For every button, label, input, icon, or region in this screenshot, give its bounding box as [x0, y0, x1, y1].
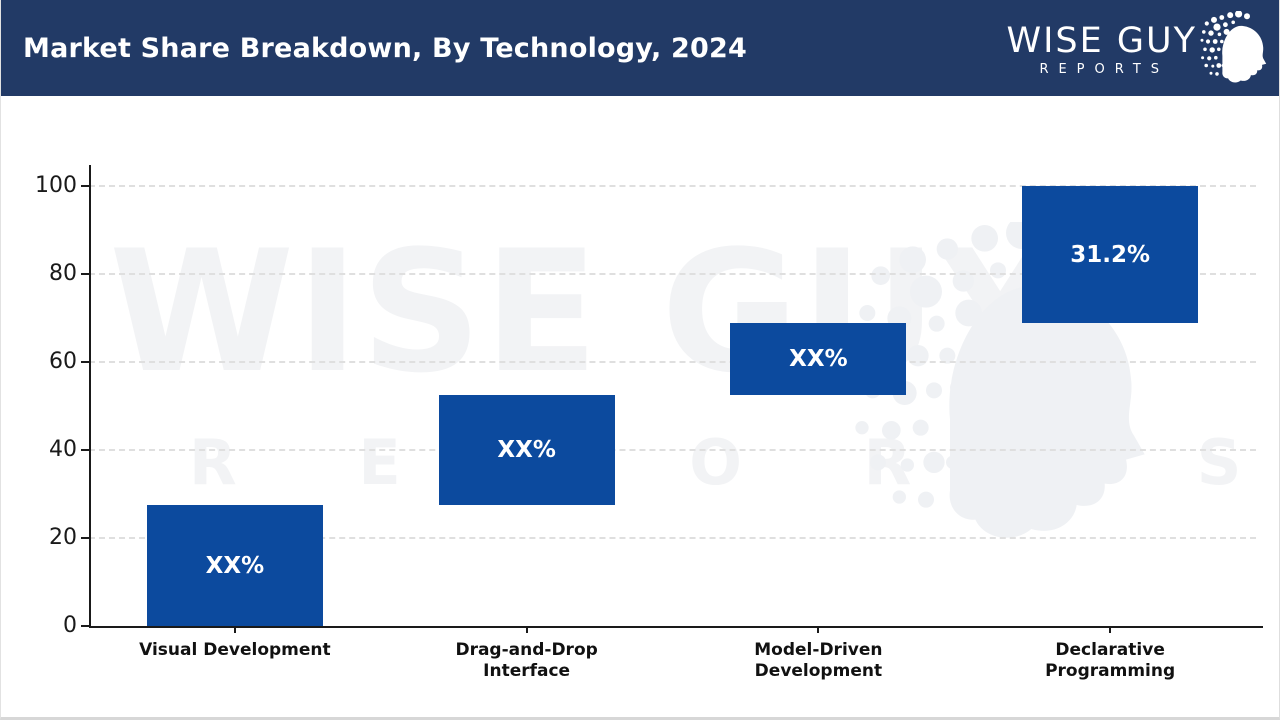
x-axis-line: [89, 626, 1263, 628]
y-tick-mark: [81, 185, 89, 187]
x-tick-mark: [233, 626, 236, 633]
x-category-label-line: Model-Driven: [754, 640, 883, 660]
x-tick-mark: [1109, 626, 1112, 633]
x-category-label: Drag-and-Drop Interface: [381, 640, 673, 682]
chart-title: Market Share Breakdown, By Technology, 2…: [23, 32, 748, 64]
y-tick-label: 0: [63, 613, 77, 638]
y-tick-mark: [81, 449, 89, 451]
x-tick-mark: [525, 626, 528, 633]
y-tick-label: 100: [35, 173, 77, 198]
bar-value-label: 31.2%: [1070, 241, 1151, 268]
bar-segment: XX%: [146, 505, 323, 626]
gridline-100: [89, 185, 1256, 187]
bar-value-label: XX%: [497, 437, 556, 463]
x-category-label-line: Programming: [1045, 661, 1176, 681]
y-tick-mark: [81, 625, 89, 627]
x-category-label: Visual Development: [89, 640, 381, 661]
bar-segment: 31.2%: [1022, 186, 1199, 324]
bar-value-label: XX%: [789, 346, 848, 373]
y-tick-label: 60: [49, 349, 77, 374]
y-tick-mark: [81, 361, 89, 363]
y-tick-label: 20: [49, 525, 77, 550]
x-category-label-line: Development: [754, 661, 883, 681]
x-category-label-line: Drag-and-Drop: [455, 640, 598, 660]
gridline-20: [89, 537, 1256, 539]
x-category-label: Model-Driven Development: [673, 640, 965, 682]
x-category-label-line: Declarative: [1055, 640, 1165, 660]
bar-segment: XX%: [438, 395, 615, 505]
y-axis-line: [89, 165, 91, 628]
y-tick-label: 40: [49, 437, 77, 462]
plot-area: XX% XX% XX% 31.2%: [89, 185, 1256, 626]
gridline-80: [89, 273, 1256, 275]
x-category-label-line: Interface: [483, 661, 571, 681]
gridline-60: [89, 361, 1256, 363]
x-tick-mark: [817, 626, 820, 633]
wiseguy-logo: WISE GUY REPORTS: [1006, 7, 1271, 91]
logo-text: WISE GUY REPORTS: [1006, 22, 1197, 77]
logo-wordmark: WISE GUY: [1006, 20, 1197, 61]
gridline-40: [89, 449, 1256, 451]
wiseguy-face-icon: [1200, 11, 1267, 83]
x-category-label-line: Visual Development: [139, 640, 331, 660]
y-tick-mark: [81, 273, 89, 275]
bar-segment: XX%: [730, 323, 907, 395]
bar-value-label: XX%: [205, 552, 265, 579]
y-tick-label: 80: [49, 261, 77, 286]
header: Market Share Breakdown, By Technology, 2…: [1, 0, 1279, 96]
y-tick-mark: [81, 537, 89, 539]
x-category-label: Declarative Programming: [964, 640, 1256, 682]
logo-subtitle: REPORTS: [1039, 61, 1170, 77]
